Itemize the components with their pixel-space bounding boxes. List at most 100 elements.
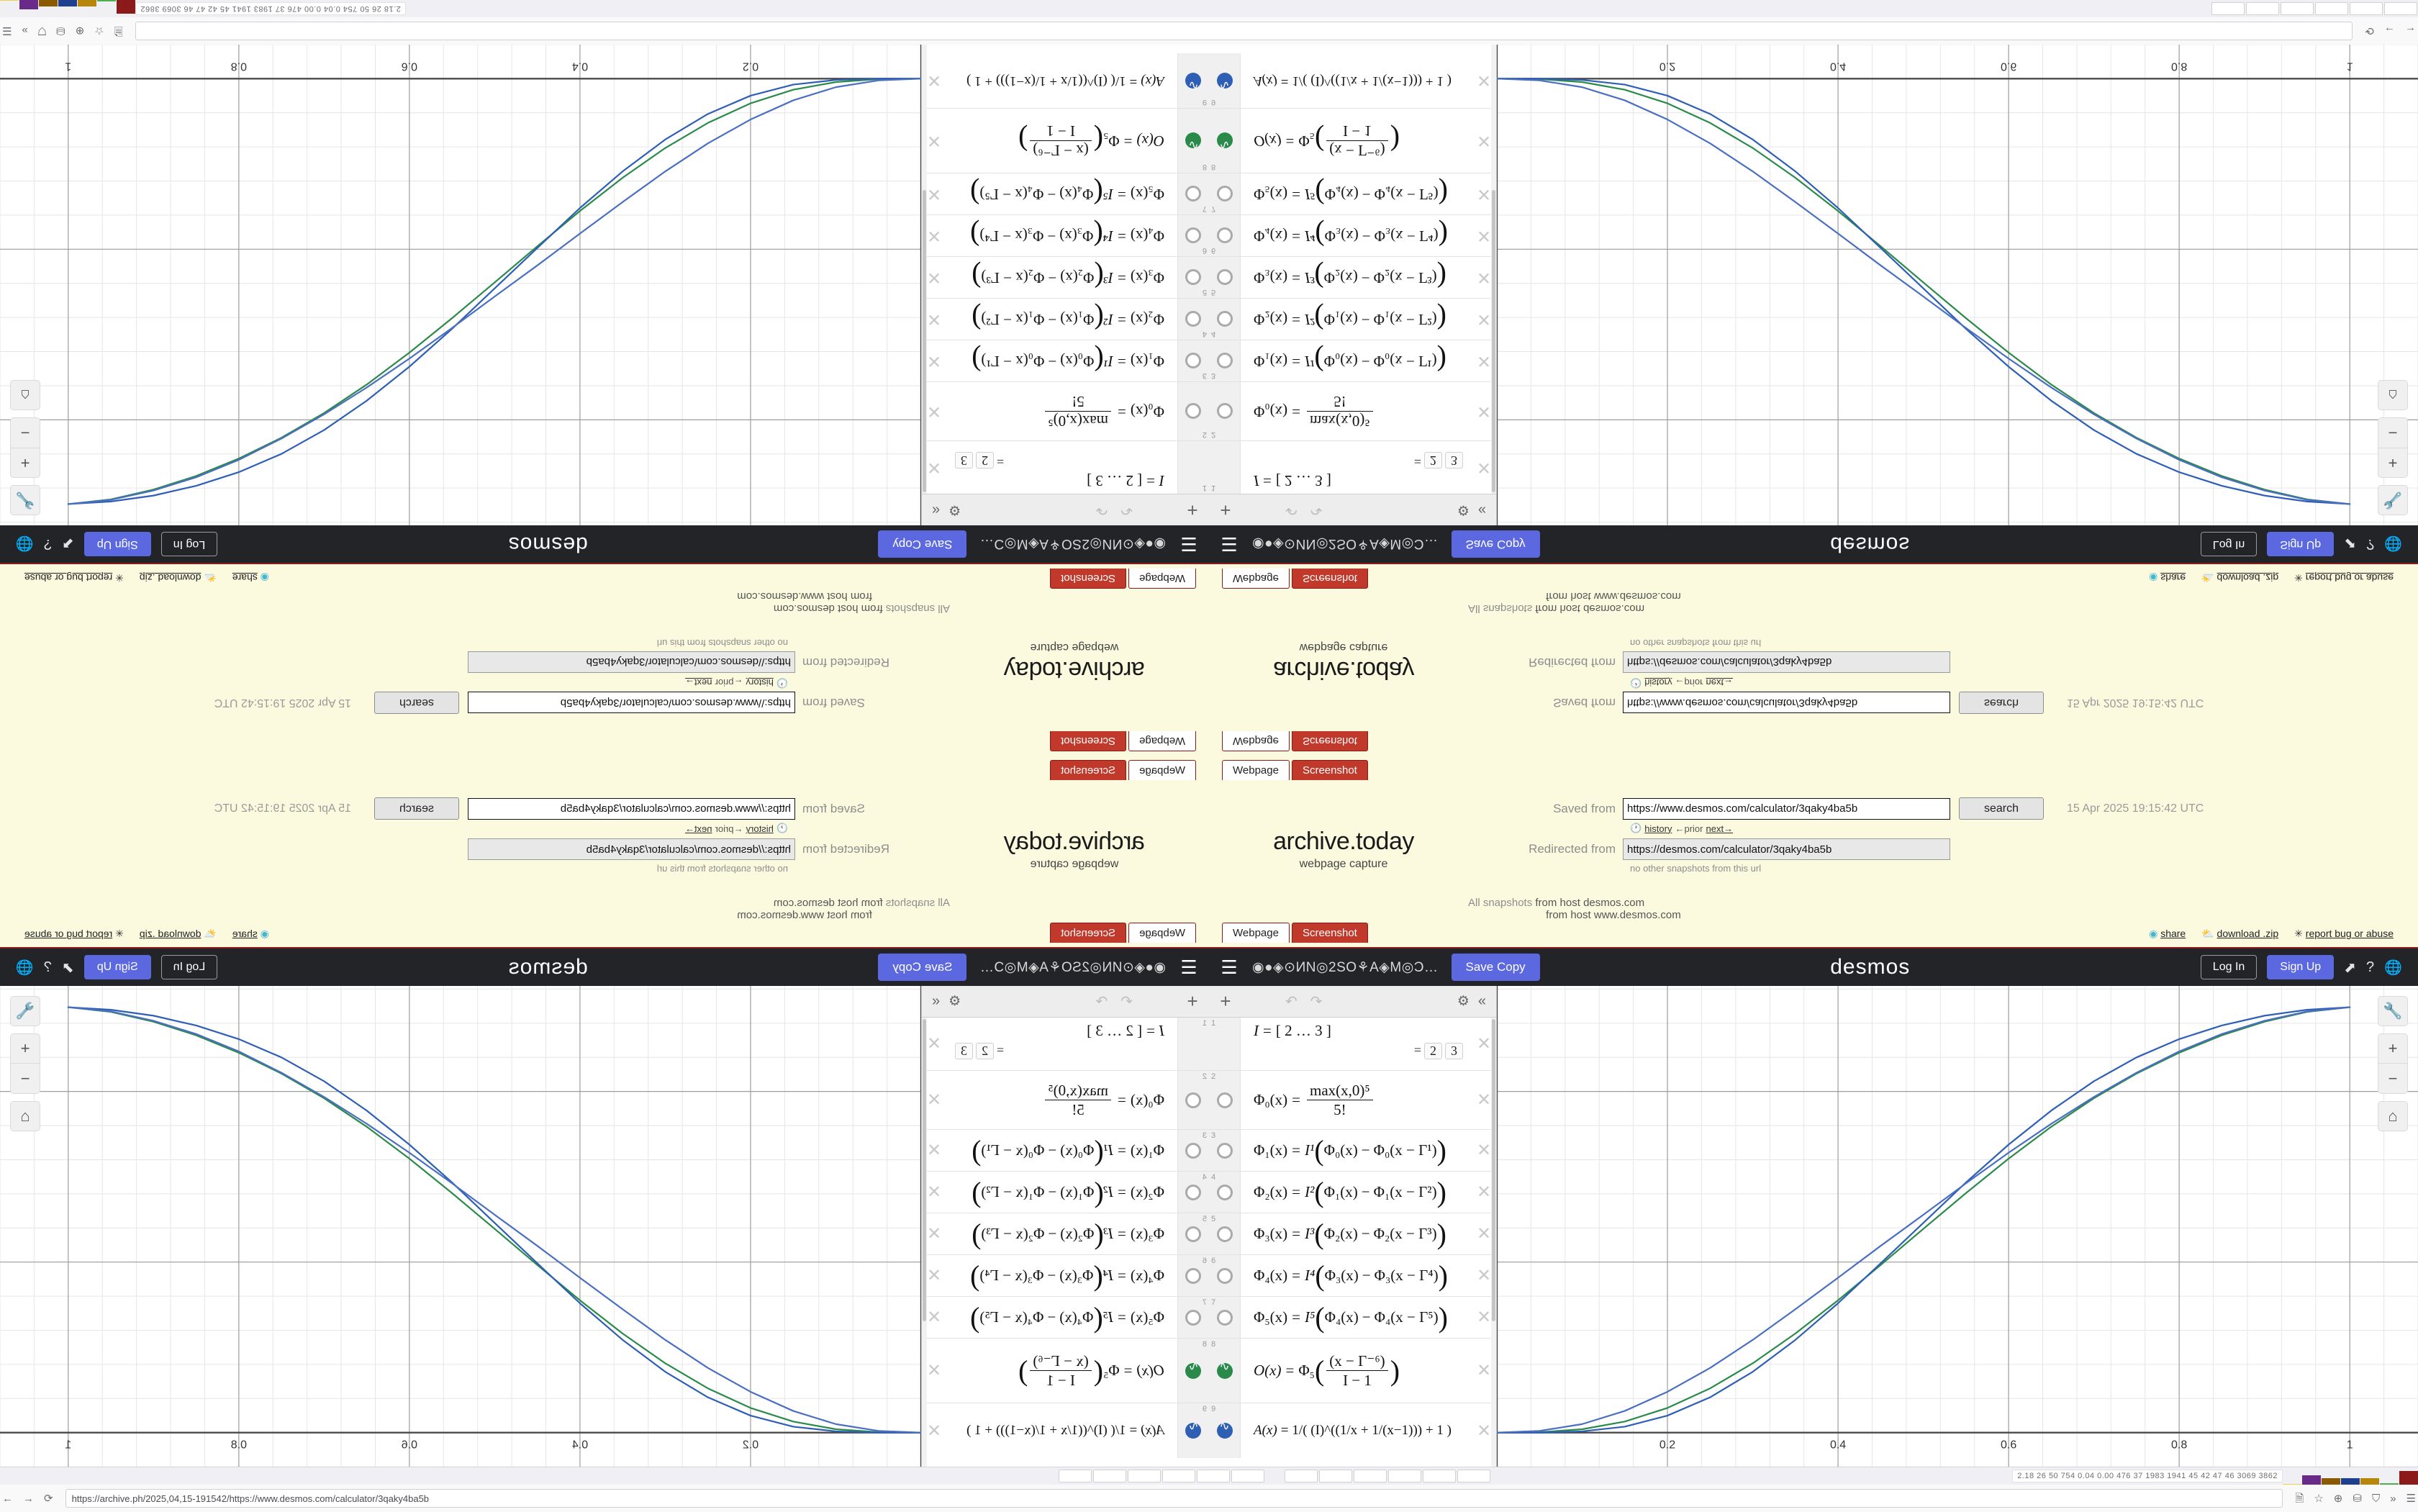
plot-toggle[interactable] bbox=[1217, 1268, 1233, 1284]
archive-input-redirected-from[interactable] bbox=[1623, 651, 1950, 673]
plot-toggle-green[interactable] bbox=[1217, 1363, 1233, 1379]
plot-toggle[interactable] bbox=[1217, 353, 1233, 369]
overflow-chevrons-icon[interactable]: » bbox=[2388, 1493, 2398, 1504]
taskbar-item[interactable] bbox=[1231, 1470, 1264, 1482]
archive-tab-webpage[interactable]: Webpage bbox=[1128, 731, 1196, 751]
help-icon[interactable]: ? bbox=[2366, 959, 2374, 976]
add-expression-button[interactable]: + bbox=[1209, 499, 1242, 521]
expression-math[interactable]: Φ₄(x) = I⁴ ( Φ₃(x) − Φ₃(x − Γ⁴) ) bbox=[1241, 215, 1472, 256]
expression-row-8[interactable]: 8 O(x) = Φ₅ ( (x − Γ⁻⁶) bbox=[1209, 108, 1496, 173]
expression-row-1[interactable]: 1 I = [ 2 … 3 ] = bbox=[922, 1018, 1209, 1071]
account-icon[interactable]: ⛉ bbox=[36, 26, 48, 37]
expression-row-2[interactable]: 2 Φ₀(x) = max(x,0)⁵ 5! bbox=[1209, 1071, 1496, 1130]
archive-tab-screenshot[interactable]: Screenshot bbox=[1050, 731, 1126, 751]
expression-row-9[interactable]: 9 A(x) = 1/( (I)^((1/x + 1/(x−1))) + 1 )… bbox=[1209, 53, 1496, 108]
archive-tab-screenshot[interactable]: Screenshot bbox=[1292, 731, 1368, 751]
zoom-out-button[interactable]: − bbox=[2378, 417, 2408, 448]
tab-item[interactable] bbox=[2315, 2, 2348, 15]
help-icon[interactable]: ? bbox=[2366, 536, 2374, 553]
language-icon[interactable]: 🌐 bbox=[2384, 959, 2402, 977]
sign-up-button[interactable]: Sign Up bbox=[84, 532, 151, 556]
save-copy-button[interactable]: Save Copy bbox=[1452, 954, 1540, 981]
plot-toggle[interactable] bbox=[1186, 270, 1202, 286]
expression-row-5[interactable]: 5 Φ₃(x) = I³ ( Φ₂(x) − bbox=[1209, 256, 1496, 298]
zoom-out-button[interactable]: − bbox=[2378, 1064, 2408, 1094]
library-icon[interactable]: ⛁ bbox=[2350, 1493, 2364, 1504]
sign-up-button[interactable]: Sign Up bbox=[84, 955, 151, 979]
expression-math[interactable]: I = [ 2 … 3 ] bbox=[946, 471, 1177, 494]
archive-tab-webpage-bottom[interactable]: Webpage bbox=[1222, 569, 1290, 589]
expression-row-9[interactable]: 9 A(x) = 1/( (I)^((1/x + 1/(x−1))) + 1 )… bbox=[922, 1403, 1209, 1458]
archive-download-link[interactable]: download .zip bbox=[2217, 928, 2279, 939]
plot-toggle[interactable] bbox=[1186, 1310, 1202, 1326]
gear-icon[interactable]: ⚙ bbox=[1449, 502, 1478, 518]
expression-math[interactable]: O(x) = Φ₅ ( (x − Γ⁻⁶) I − 1 ) bbox=[946, 109, 1177, 173]
language-icon[interactable]: 🌐 bbox=[2384, 535, 2402, 553]
expression-row-3[interactable]: 3 Φ₁(x) = I¹ ( Φ₀(x) − bbox=[1209, 340, 1496, 381]
tab-item[interactable] bbox=[2281, 2, 2314, 15]
expression-row-2[interactable]: 2 Φ₀(x) = max(x,0)⁵ 5! bbox=[922, 381, 1209, 440]
archive-report-link[interactable]: report bug or abuse bbox=[2306, 572, 2394, 584]
expression-row-5[interactable]: 5 Φ₃(x) = I³ ( Φ₂(x) − bbox=[922, 1213, 1209, 1255]
save-copy-button[interactable]: Save Copy bbox=[1452, 530, 1540, 558]
overflow-chevrons-icon[interactable]: » bbox=[19, 26, 30, 37]
sign-up-button[interactable]: Sign Up bbox=[2267, 955, 2334, 979]
plot-toggle[interactable] bbox=[1217, 228, 1233, 244]
expression-math[interactable]: Φ₁(x) = I¹ ( Φ₀(x) − Φ₀(x − Γ¹) ) bbox=[1241, 340, 1472, 381]
archive-next-link[interactable]: next→ bbox=[685, 678, 712, 689]
collapse-panel-button[interactable]: « bbox=[1478, 993, 1496, 1010]
home-icon[interactable]: ⌂ bbox=[10, 380, 40, 410]
expression-list-scrollbar[interactable] bbox=[922, 1018, 927, 1467]
back-icon[interactable]: ← bbox=[0, 1493, 15, 1504]
expression-math[interactable]: Φ₅(x) = I⁵ ( Φ₄(x) − Φ₄(x − Γ⁵) ) bbox=[1241, 173, 1472, 214]
archive-tab-screenshot-bottom[interactable]: Screenshot bbox=[1050, 569, 1126, 589]
archive-search-button-saved[interactable]: search bbox=[1959, 797, 2044, 820]
archive-tab-webpage[interactable]: Webpage bbox=[1222, 760, 1290, 780]
taskbar-item[interactable] bbox=[1319, 1470, 1352, 1482]
archive-tab-screenshot-bottom[interactable]: Screenshot bbox=[1292, 569, 1368, 589]
tab-item[interactable] bbox=[2350, 2, 2383, 15]
archive-tab-screenshot[interactable]: Screenshot bbox=[1050, 760, 1126, 780]
archive-share-link[interactable]: share bbox=[232, 572, 258, 584]
expression-row-4[interactable]: 4 Φ₂(x) = I² ( Φ₁(x) − bbox=[922, 298, 1209, 340]
archive-next-link[interactable]: next→ bbox=[685, 823, 712, 834]
forward-icon[interactable]: → bbox=[2382, 26, 2397, 37]
expression-math[interactable]: O(x) = Φ₅ ( (x − Γ⁻⁶) I − 1 ) bbox=[946, 1339, 1177, 1403]
expression-row-7[interactable]: 7 Φ₅(x) = I⁵ ( Φ₄(x) − bbox=[922, 173, 1209, 214]
plot-toggle[interactable] bbox=[1217, 270, 1233, 286]
expression-math[interactable]: Φ₁(x) = I¹ ( Φ₀(x) − Φ₀(x − Γ¹) ) bbox=[946, 340, 1177, 381]
undo-button[interactable]: ↶ bbox=[1120, 992, 1133, 1010]
collapse-panel-button[interactable]: « bbox=[1478, 502, 1496, 518]
home-icon[interactable]: ⌂ bbox=[2378, 1101, 2408, 1131]
tab-item[interactable] bbox=[2246, 2, 2279, 15]
expression-math[interactable]: Φ₁(x) = I¹ ( Φ₀(x) − Φ₀(x − Γ¹) ) bbox=[946, 1130, 1177, 1171]
expression-row-7[interactable]: 7 Φ₅(x) = I⁵ ( Φ₄(x) − bbox=[1209, 1297, 1496, 1339]
expression-math[interactable]: Φ₀(x) = max(x,0)⁵ 5! bbox=[946, 382, 1177, 440]
plot-toggle[interactable] bbox=[1186, 1092, 1202, 1108]
archive-report-link[interactable]: report bug or abuse bbox=[24, 572, 112, 584]
desmos-menu-icon[interactable]: ☰ bbox=[1169, 533, 1209, 556]
status-url-bar[interactable]: https://archive.ph/2025,04,15-191542/htt… bbox=[65, 1489, 2283, 1508]
expression-row-8[interactable]: 8 O(x) = Φ₅ ( (x − Γ⁻⁶) bbox=[922, 108, 1209, 173]
save-copy-button[interactable]: Save Copy bbox=[878, 530, 966, 558]
expression-math[interactable]: Φ₃(x) = I³ ( Φ₂(x) − Φ₂(x − Γ³) ) bbox=[1241, 257, 1472, 298]
plot-toggle-blue[interactable] bbox=[1217, 73, 1233, 89]
expression-row-6[interactable]: 6 Φ₄(x) = I⁴ ( Φ₃(x) − bbox=[1209, 214, 1496, 256]
taskbar-item[interactable] bbox=[1197, 1470, 1230, 1482]
expression-math[interactable]: Φ₅(x) = I⁵ ( Φ₄(x) − Φ₄(x − Γ⁵) ) bbox=[1241, 1297, 1472, 1338]
archive-search-button-saved[interactable]: search bbox=[374, 797, 459, 820]
archive-input-saved-from[interactable] bbox=[1623, 798, 1950, 820]
archive-search-button-saved[interactable]: search bbox=[1959, 692, 2044, 714]
plot-toggle[interactable] bbox=[1186, 228, 1202, 244]
redo-button[interactable]: ↷ bbox=[1310, 992, 1323, 1010]
globe-icon[interactable]: ⊕ bbox=[2332, 1493, 2345, 1504]
expression-row-2[interactable]: 2 Φ₀(x) = max(x,0)⁵ 5! bbox=[1209, 381, 1496, 440]
language-icon[interactable]: 🌐 bbox=[16, 535, 34, 553]
plot-toggle[interactable] bbox=[1186, 1143, 1202, 1159]
expression-row-4[interactable]: 4 Φ₂(x) = I² ( Φ₁(x) − bbox=[1209, 298, 1496, 340]
expression-math[interactable]: I = [ 2 … 3 ] bbox=[1241, 1018, 1472, 1040]
expression-row-5[interactable]: 5 Φ₃(x) = I³ ( Φ₂(x) − bbox=[922, 256, 1209, 298]
gear-icon[interactable]: ⚙ bbox=[1449, 993, 1478, 1010]
desmos-menu-icon[interactable]: ☰ bbox=[1169, 956, 1209, 979]
